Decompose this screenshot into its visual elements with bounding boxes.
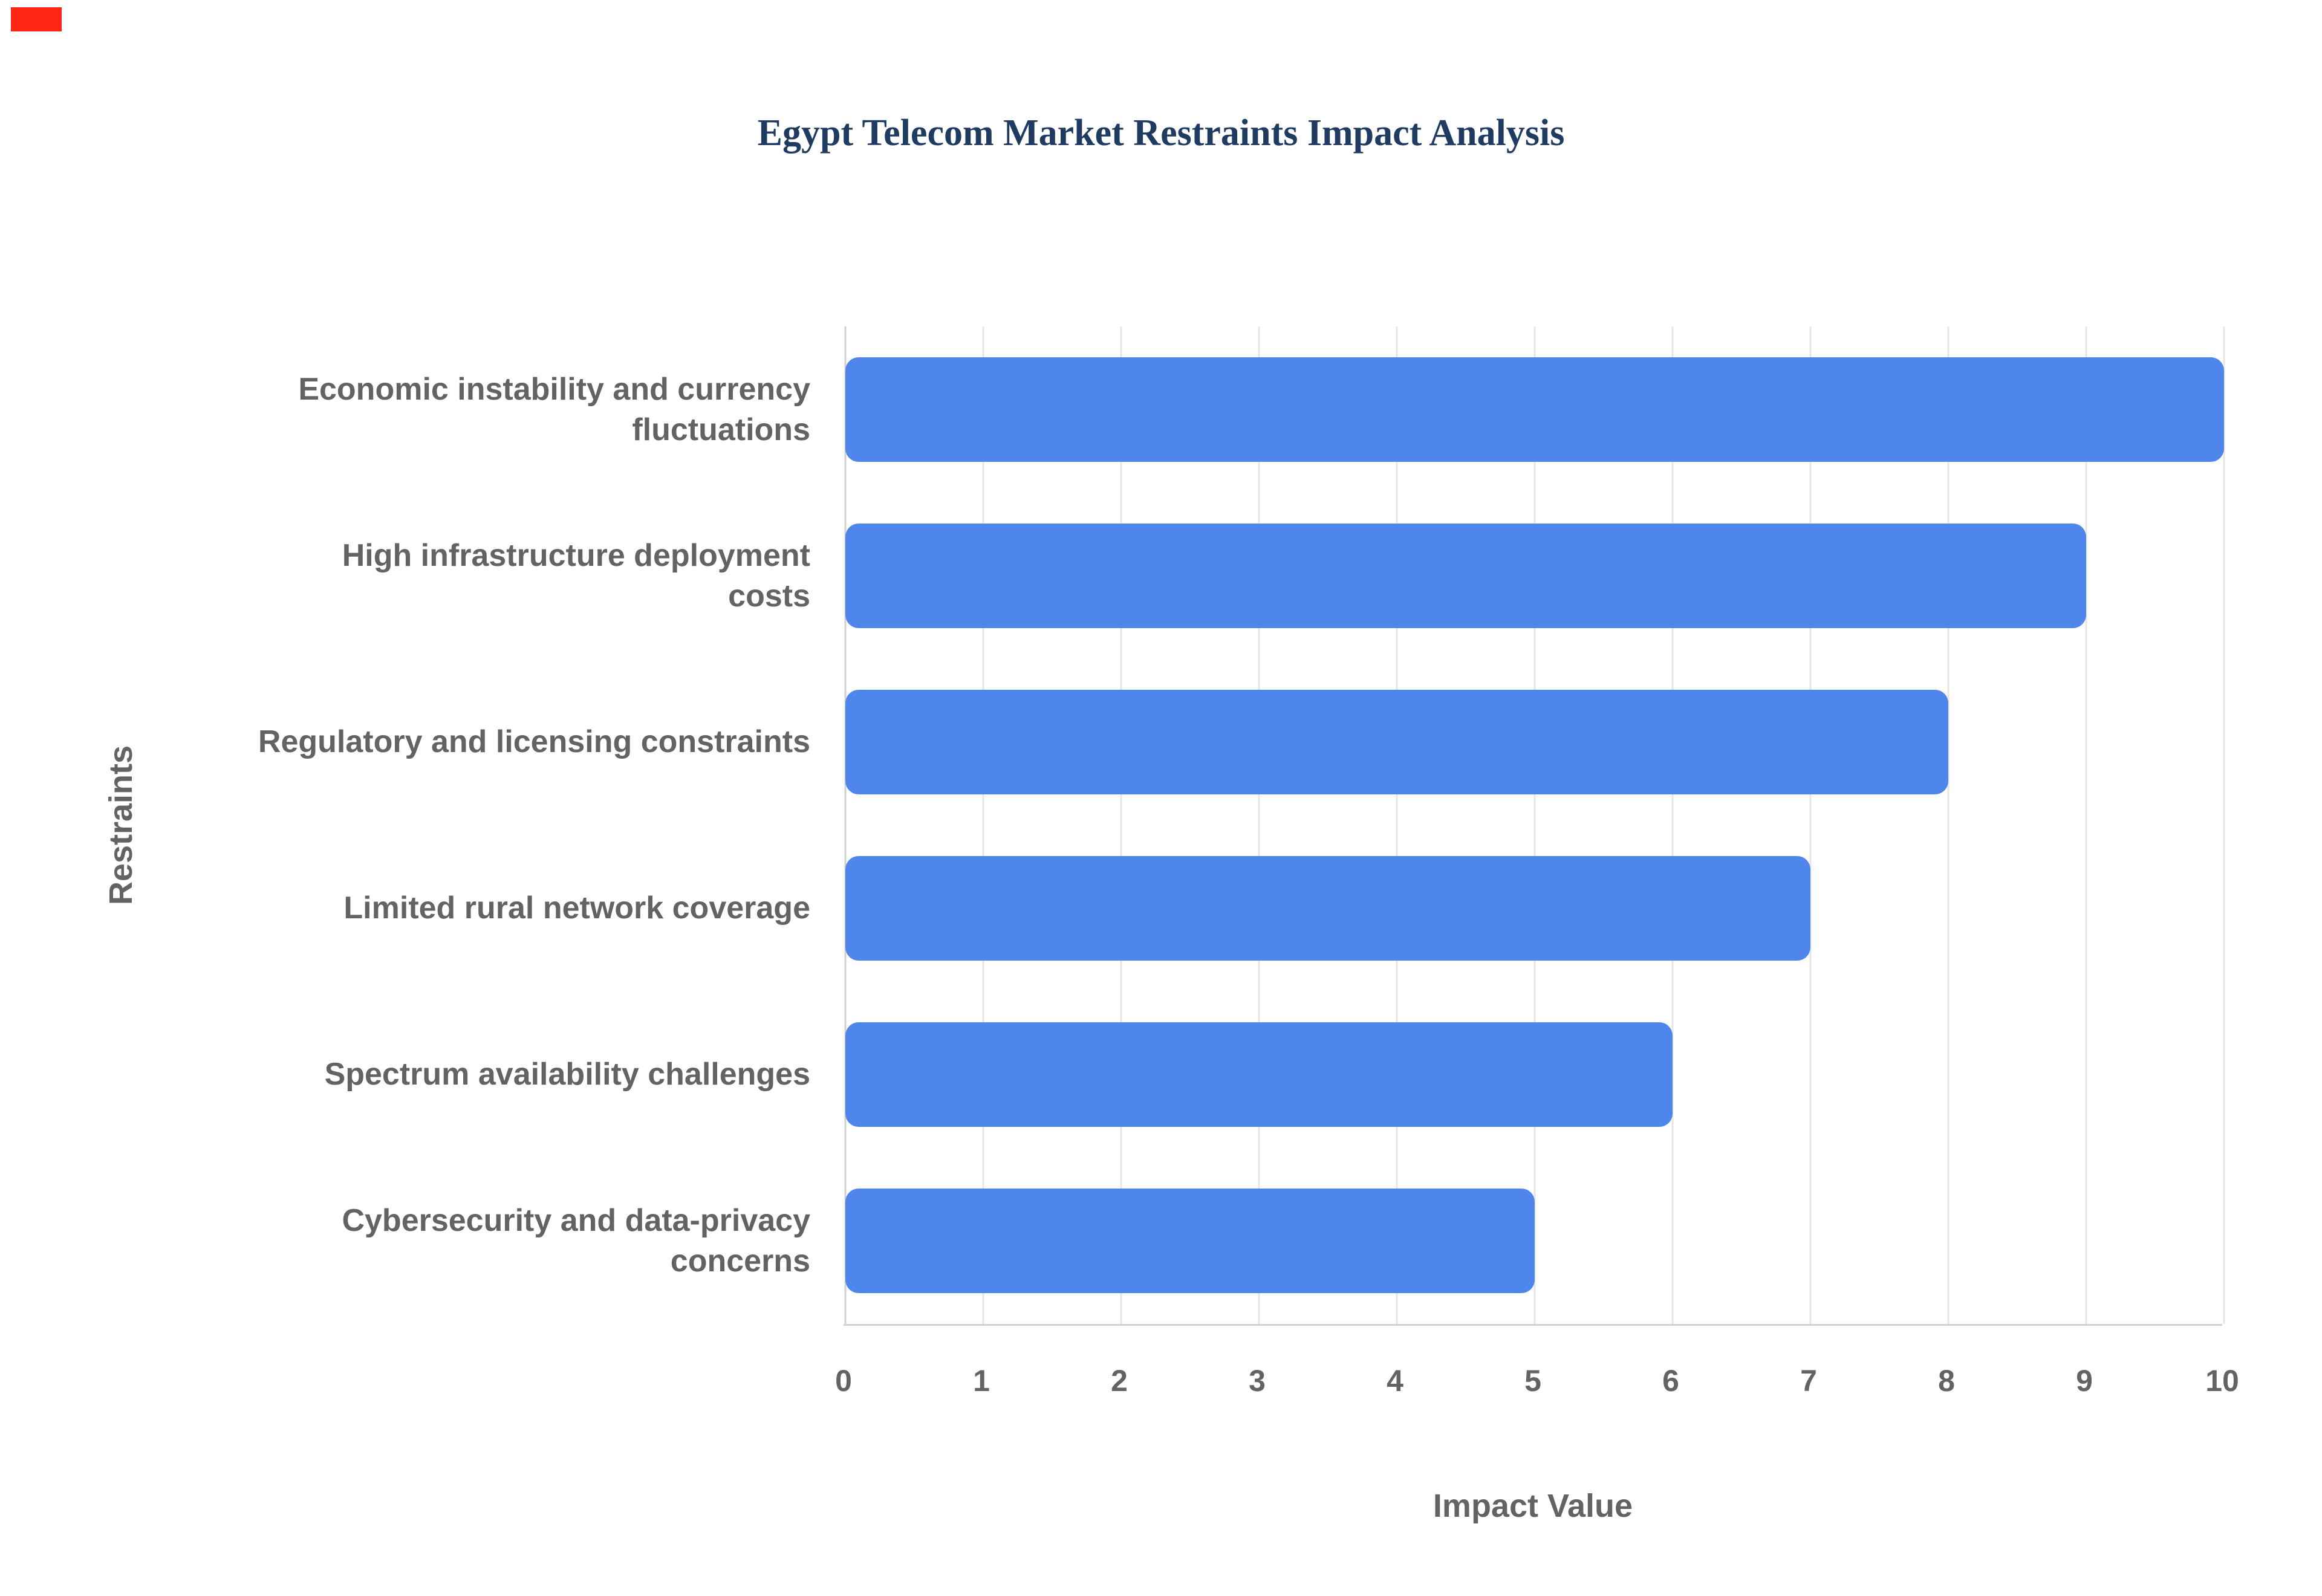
- bar-band: [845, 1158, 2224, 1324]
- x-tick-label: 9: [2076, 1364, 2093, 1398]
- category-label: Cybersecurity and data-privacy concerns: [342, 1202, 810, 1279]
- category-label-band: Cybersecurity and data-privacy concerns: [254, 1158, 816, 1324]
- category-label: High infrastructure deployment costs: [342, 537, 810, 614]
- category-label-band: High infrastructure deployment costs: [254, 493, 816, 659]
- category-label: Spectrum availability challenges: [324, 1057, 810, 1092]
- red-corner-marker: [11, 7, 62, 31]
- category-labels: Economic instability and currency fluctu…: [254, 326, 816, 1324]
- chart-title: Egypt Telecom Market Restraints Impact A…: [757, 112, 1565, 154]
- x-tick-label: 0: [835, 1364, 852, 1398]
- bar-3: [845, 856, 1810, 961]
- x-tick-label: 4: [1387, 1364, 1403, 1398]
- category-label: Regulatory and licensing constraints: [258, 724, 810, 760]
- category-label: Limited rural network coverage: [343, 890, 810, 926]
- gridline: [1396, 326, 1398, 1324]
- x-tick-label: 7: [1800, 1364, 1817, 1398]
- y-axis-title: Restraints: [103, 745, 139, 906]
- x-axis-ticks: 0 1 2 3 4 5 6 7 8 9 10: [835, 1363, 2239, 1412]
- bar-band: [845, 493, 2224, 659]
- x-tick-label: 8: [1938, 1364, 1955, 1398]
- gridline: [1533, 326, 1536, 1324]
- category-label-band: Regulatory and licensing constraints: [254, 659, 816, 825]
- bar-1: [845, 524, 2086, 628]
- x-axis-line: [844, 1324, 2222, 1326]
- x-tick-label: 2: [1111, 1364, 1128, 1398]
- bar-5: [845, 1189, 1535, 1293]
- gridline: [1947, 326, 1950, 1324]
- gridline: [1671, 326, 1674, 1324]
- category-label-band: Spectrum availability challenges: [254, 991, 816, 1158]
- x-tick-label: 6: [1662, 1364, 1679, 1398]
- bar-band: [845, 659, 2224, 825]
- x-tick-label: 3: [1249, 1364, 1266, 1398]
- x-tick-label: 1: [973, 1364, 990, 1398]
- bar-band: [845, 825, 2224, 991]
- bar-band: [845, 326, 2224, 493]
- plot-area: [844, 326, 2225, 1324]
- bar-0: [845, 357, 2224, 462]
- category-label: Economic instability and currency fluctu…: [298, 371, 810, 447]
- bar-4: [845, 1022, 1673, 1127]
- gridline: [1258, 326, 1260, 1324]
- category-label-band: Economic instability and currency fluctu…: [254, 326, 816, 493]
- gridline: [982, 326, 984, 1324]
- gridline: [2223, 326, 2225, 1324]
- y-axis-line: [844, 326, 847, 1324]
- gridline: [2085, 326, 2087, 1324]
- bar-2: [845, 690, 1948, 794]
- bar-band: [845, 991, 2224, 1158]
- x-tick-label: 10: [2205, 1364, 2239, 1398]
- x-axis-title: Impact Value: [1433, 1488, 1633, 1524]
- x-tick-label: 5: [1524, 1364, 1541, 1398]
- gridline: [1809, 326, 1812, 1324]
- gridline: [1120, 326, 1122, 1324]
- category-label-band: Limited rural network coverage: [254, 825, 816, 991]
